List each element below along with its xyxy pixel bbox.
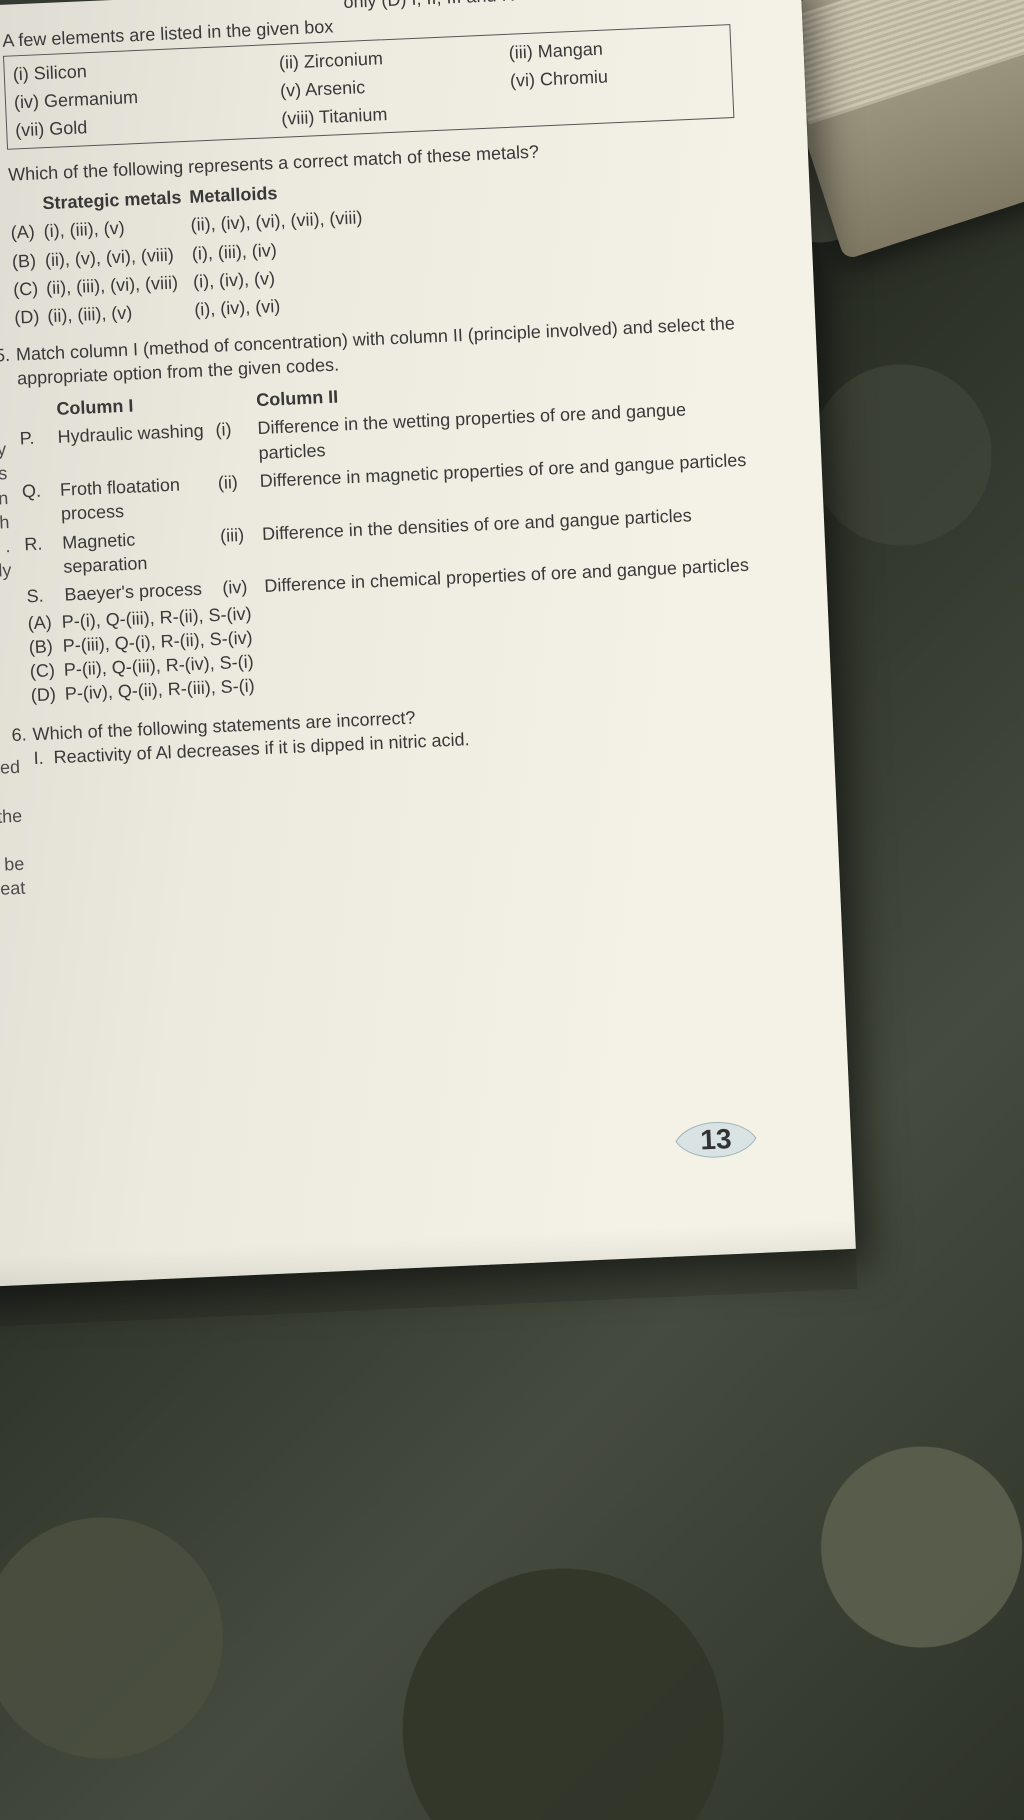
page-number: 13 [700, 1120, 733, 1159]
textbook-page: HCl Metal R under any aqueous e molten t… [0, 0, 856, 1291]
left-fragment-2: trated r the n be heat [0, 755, 26, 907]
left-fragment-1: under any aqueous e molten ty in both . … [0, 437, 12, 589]
question-4: 4. A few elements are listed in the give… [2, 0, 755, 332]
page-number-badge: 13 [670, 1113, 762, 1167]
q5-number: 5. [0, 342, 11, 368]
question-5: 5. Match column I (method of concentrati… [15, 310, 770, 708]
q6-number: 6. [0, 722, 27, 748]
